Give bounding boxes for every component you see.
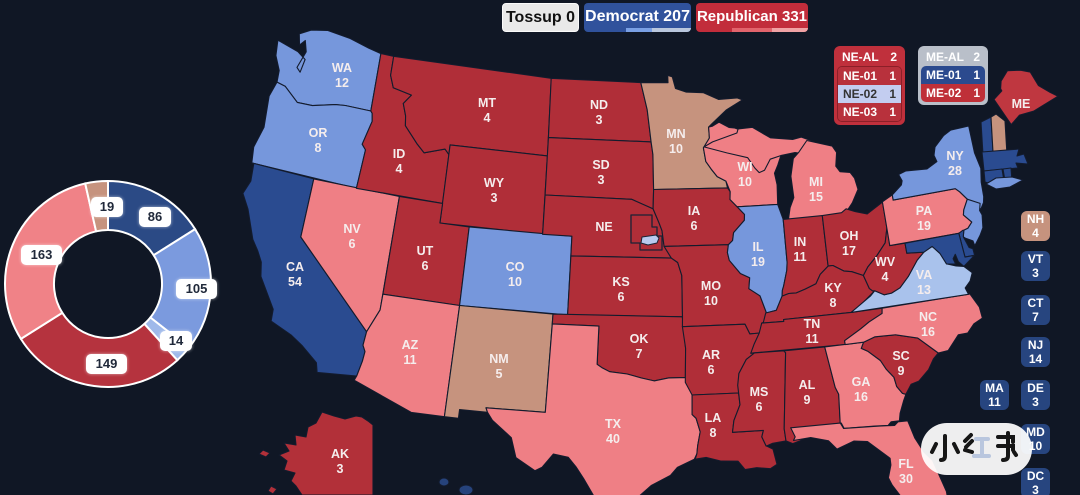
svg-text:8: 8 bbox=[830, 296, 837, 310]
svg-text:FL: FL bbox=[898, 457, 914, 471]
svg-text:19: 19 bbox=[751, 255, 765, 269]
svg-text:MS: MS bbox=[750, 385, 769, 399]
svg-text:12: 12 bbox=[335, 76, 349, 90]
svg-text:WA: WA bbox=[332, 61, 352, 75]
svg-text:3: 3 bbox=[337, 462, 344, 476]
svg-text:ID: ID bbox=[393, 147, 406, 161]
svg-text:NM: NM bbox=[489, 352, 508, 366]
svg-text:NE: NE bbox=[595, 220, 612, 234]
svg-text:6: 6 bbox=[756, 400, 763, 414]
svg-text:4: 4 bbox=[396, 162, 403, 176]
svg-text:VA: VA bbox=[916, 268, 932, 282]
svg-text:4: 4 bbox=[882, 270, 889, 284]
svg-text:OH: OH bbox=[840, 229, 859, 243]
svg-text:OR: OR bbox=[309, 126, 328, 140]
svg-text:16: 16 bbox=[921, 325, 935, 339]
svg-text:AZ: AZ bbox=[402, 338, 419, 352]
svg-text:CA: CA bbox=[286, 260, 304, 274]
svg-text:WY: WY bbox=[484, 176, 505, 190]
svg-text:AR: AR bbox=[702, 348, 720, 362]
svg-text:11: 11 bbox=[793, 250, 806, 264]
svg-text:ND: ND bbox=[590, 98, 608, 112]
svg-text:13: 13 bbox=[917, 283, 931, 297]
svg-text:11: 11 bbox=[805, 332, 818, 346]
svg-text:6: 6 bbox=[422, 259, 429, 273]
svg-text:CO: CO bbox=[506, 260, 525, 274]
svg-text:30: 30 bbox=[899, 472, 913, 486]
svg-text:6: 6 bbox=[708, 363, 715, 377]
svg-text:10: 10 bbox=[669, 142, 683, 156]
svg-text:OK: OK bbox=[630, 332, 649, 346]
svg-text:AL: AL bbox=[799, 378, 816, 392]
svg-text:IN: IN bbox=[794, 235, 807, 249]
svg-text:5: 5 bbox=[496, 367, 503, 381]
svg-text:NY: NY bbox=[946, 149, 964, 163]
svg-text:16: 16 bbox=[854, 390, 868, 404]
svg-text:SD: SD bbox=[592, 158, 609, 172]
svg-text:3: 3 bbox=[596, 113, 603, 127]
svg-text:KS: KS bbox=[612, 275, 629, 289]
svg-text:17: 17 bbox=[842, 244, 856, 258]
svg-text:6: 6 bbox=[349, 237, 356, 251]
svg-text:9: 9 bbox=[804, 393, 811, 407]
svg-text:WV: WV bbox=[875, 255, 896, 269]
svg-text:8: 8 bbox=[710, 426, 717, 440]
svg-text:11: 11 bbox=[403, 353, 416, 367]
svg-text:6: 6 bbox=[691, 219, 698, 233]
svg-text:AK: AK bbox=[331, 447, 349, 461]
svg-text:ME: ME bbox=[1012, 97, 1031, 111]
svg-text:3: 3 bbox=[598, 173, 605, 187]
svg-text:4: 4 bbox=[484, 111, 491, 125]
svg-text:NV: NV bbox=[343, 222, 361, 236]
svg-text:MO: MO bbox=[701, 279, 721, 293]
svg-text:NC: NC bbox=[919, 310, 937, 324]
svg-text:LA: LA bbox=[705, 411, 722, 425]
svg-text:3: 3 bbox=[491, 191, 498, 205]
svg-text:WI: WI bbox=[737, 160, 752, 174]
svg-text:15: 15 bbox=[809, 190, 823, 204]
svg-text:28: 28 bbox=[948, 164, 962, 178]
svg-text:MN: MN bbox=[666, 127, 685, 141]
svg-text:8: 8 bbox=[315, 141, 322, 155]
svg-text:MI: MI bbox=[809, 175, 823, 189]
svg-text:KY: KY bbox=[824, 281, 842, 295]
svg-text:TX: TX bbox=[605, 417, 622, 431]
svg-text:SC: SC bbox=[892, 349, 909, 363]
svg-text:TN: TN bbox=[804, 317, 821, 331]
svg-text:7: 7 bbox=[636, 347, 643, 361]
svg-text:40: 40 bbox=[606, 432, 620, 446]
svg-text:10: 10 bbox=[738, 175, 752, 189]
svg-text:UT: UT bbox=[417, 244, 434, 258]
svg-text:10: 10 bbox=[508, 275, 522, 289]
svg-text:GA: GA bbox=[852, 375, 871, 389]
svg-text:IA: IA bbox=[688, 204, 701, 218]
svg-text:PA: PA bbox=[916, 204, 932, 218]
svg-text:19: 19 bbox=[917, 219, 931, 233]
svg-text:10: 10 bbox=[704, 294, 718, 308]
svg-text:IL: IL bbox=[752, 240, 763, 254]
svg-text:6: 6 bbox=[618, 290, 625, 304]
svg-text:9: 9 bbox=[898, 364, 905, 378]
svg-text:54: 54 bbox=[288, 275, 302, 289]
svg-text:MT: MT bbox=[478, 96, 496, 110]
